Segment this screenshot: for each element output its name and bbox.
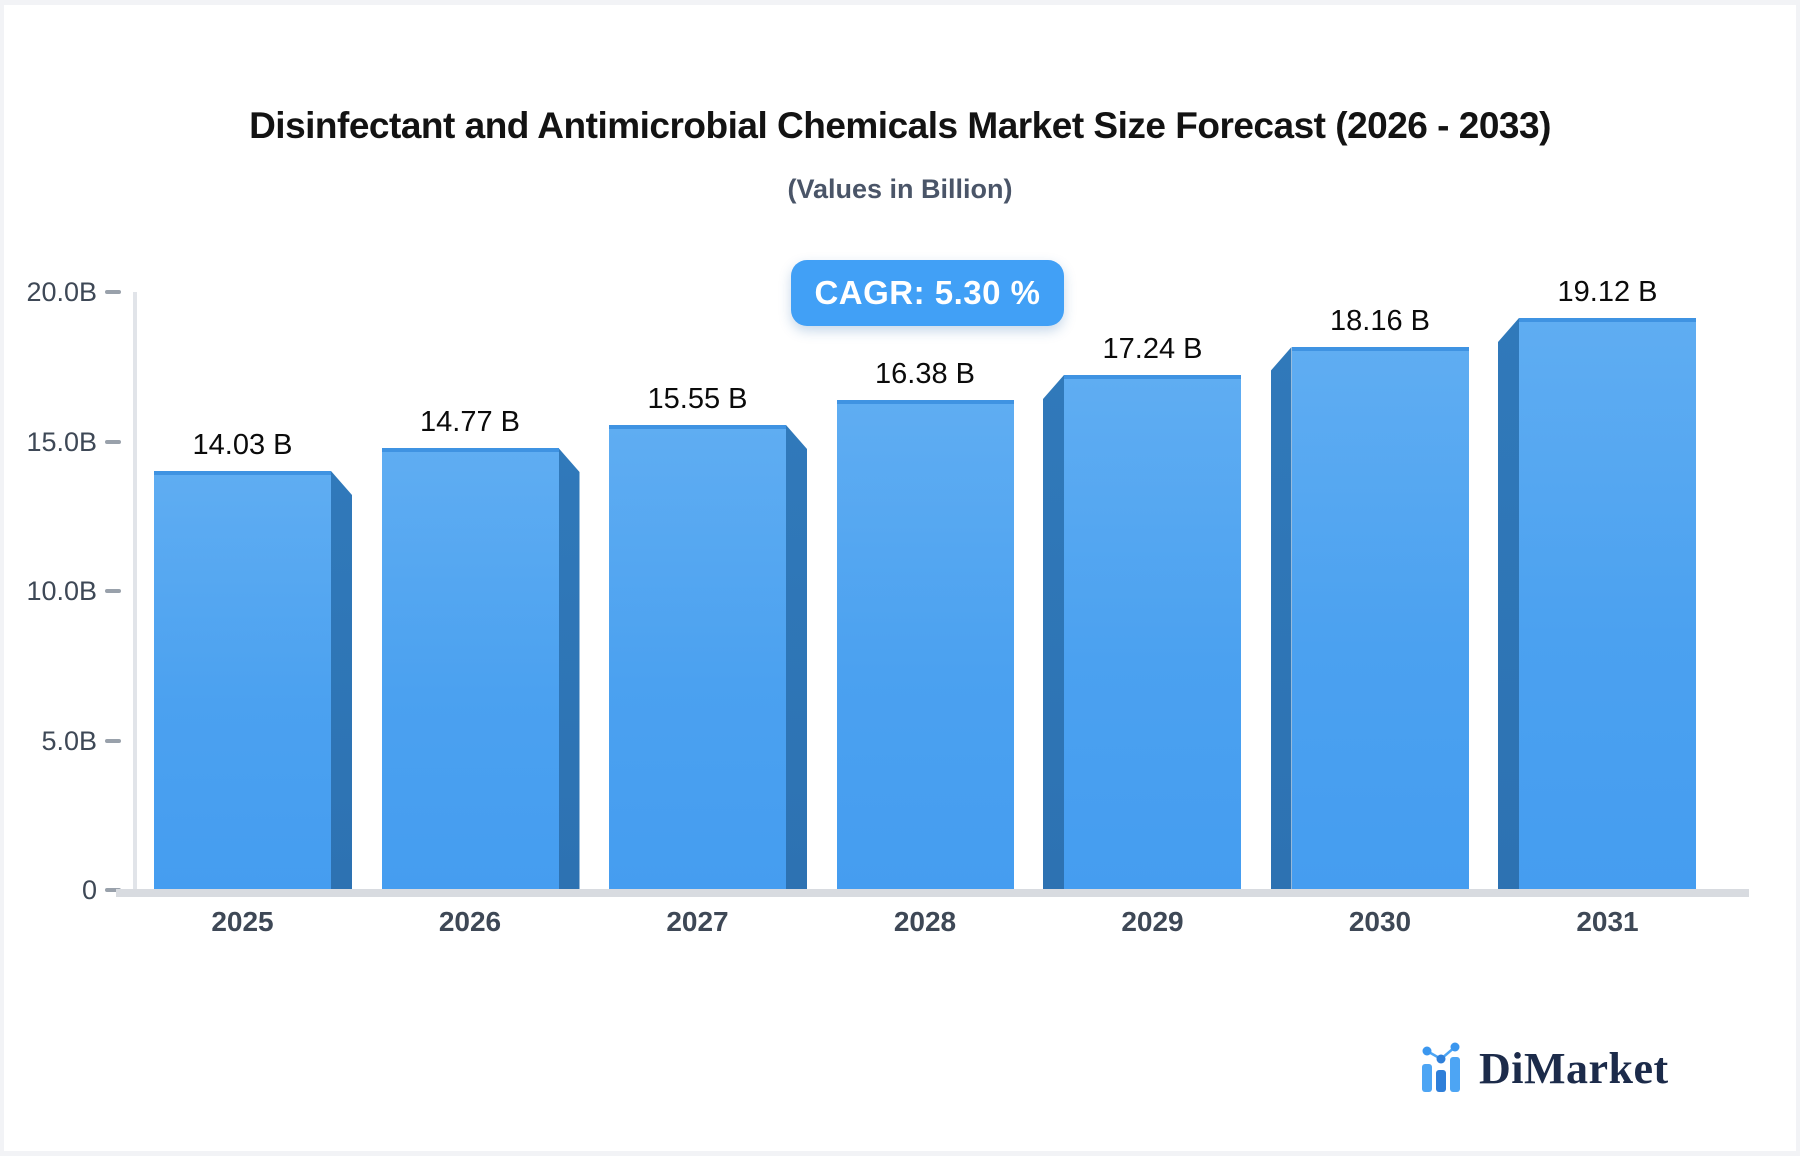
bar-side-face xyxy=(558,448,580,890)
bar-side-face xyxy=(331,471,352,890)
cagr-badge-label: CAGR: 5.30 % xyxy=(814,274,1041,311)
bar-side-face xyxy=(1498,318,1519,890)
x-axis-label: 2028 xyxy=(893,906,957,937)
y-axis-label: 10.0B xyxy=(26,576,97,606)
x-axis-label: 2027 xyxy=(666,906,729,937)
bar-value-label: 17.24 B xyxy=(1102,333,1203,365)
y-axis-label: 0 xyxy=(81,875,97,905)
bar-2029 xyxy=(1064,375,1241,890)
bar-2028 xyxy=(836,400,1014,890)
bar-2027 xyxy=(609,425,786,890)
y-axis-tick xyxy=(105,589,121,593)
y-axis-label: 20.0B xyxy=(26,277,97,307)
bar-2026 xyxy=(381,448,559,890)
bar-2025 xyxy=(154,471,331,890)
cagr-badge: CAGR: 5.30 % xyxy=(791,260,1064,326)
bar-side-face xyxy=(1270,347,1292,890)
bar-value-label: 14.03 B xyxy=(192,429,293,461)
brand-logo: DiMarket xyxy=(1420,1042,1669,1094)
chart-title: Disinfectant and Antimicrobial Chemicals… xyxy=(249,105,1551,146)
bar-value-label: 16.38 B xyxy=(875,358,975,390)
bar-side-face xyxy=(786,425,807,890)
bar-value-label: 19.12 B xyxy=(1557,276,1658,308)
y-axis-tick xyxy=(105,290,121,294)
brand-logo-text: DiMarket xyxy=(1479,1043,1669,1093)
bar-side-face xyxy=(1043,375,1064,890)
y-axis-tick xyxy=(105,888,121,892)
bar-value-label: 15.55 B xyxy=(647,383,748,415)
chart-subtitle: (Values in Billion) xyxy=(787,174,1013,204)
bar-value-label: 18.16 B xyxy=(1330,305,1430,337)
y-axis-label: 15.0B xyxy=(26,426,97,457)
y-axis-tick xyxy=(105,439,121,444)
y-axis-tick xyxy=(105,738,121,743)
x-axis-label: 2030 xyxy=(1348,906,1412,937)
mini-bar-chart-icon xyxy=(1422,1042,1460,1092)
x-axis-label: 2031 xyxy=(1576,906,1639,937)
chart-card: Disinfectant and Antimicrobial Chemicals… xyxy=(4,5,1796,1151)
x-axis-label: 2026 xyxy=(438,906,502,937)
x-axis-label: 2029 xyxy=(1121,906,1184,937)
y-axis-label: 5.0B xyxy=(41,725,97,756)
bar-value-label: 14.77 B xyxy=(420,406,520,438)
x-axis-baseline xyxy=(116,889,1749,897)
y-axis-line xyxy=(133,292,137,890)
bar-2030 xyxy=(1291,347,1469,890)
x-axis-label: 2025 xyxy=(211,906,274,937)
bar-2031 xyxy=(1519,318,1696,890)
